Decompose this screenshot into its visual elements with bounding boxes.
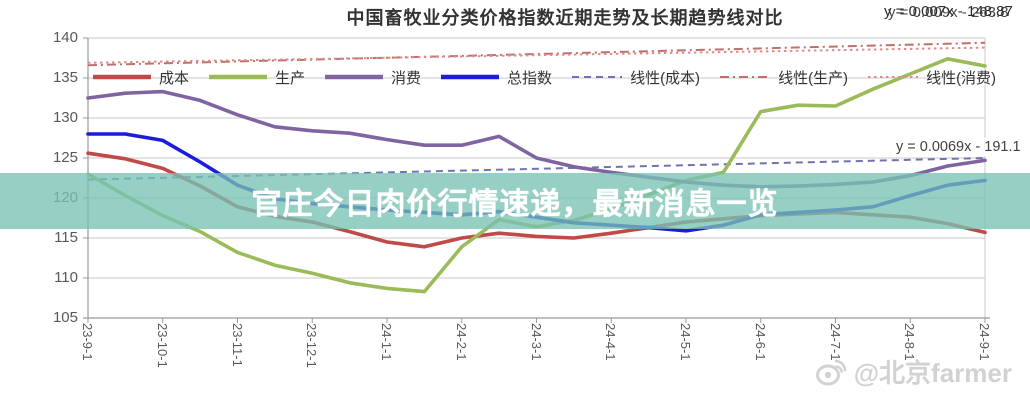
trend-equation-1: y = 0.007x - 148.87 [884,3,1013,20]
x-tick-label: 24-1-1 [379,323,394,361]
x-tick-label: 23-12-1 [304,323,320,368]
legend-line-sample [209,74,268,80]
x-tick-label: 24-5-1 [678,323,693,361]
legend-line-sample [93,74,151,80]
x-tick-label: 24-2-1 [453,323,469,361]
weibo-icon [815,359,847,385]
x-tick-label: 23-11-1 [229,323,245,367]
x-tick-label: 24-4-1 [603,323,619,361]
chart-legend: 成本 生产 消费 总指数 线性(成本) 线性(生产) 线性(消费) [92,64,996,90]
legend-item-成本: 成本 [92,67,189,88]
legend-item-生产: 生产 [208,67,305,88]
y-tick-label: 140 [52,29,78,46]
legend-label: 生产 [275,69,306,87]
legend-label: 成本 [159,69,190,87]
y-tick-label: 110 [54,269,78,286]
legend-line-sample [441,74,500,80]
trend-equation-cost: y = 0.0069x - 191.1 [893,138,1024,156]
x-tick-label: 23-10-1 [154,323,170,368]
y-tick-label: 135 [52,69,78,86]
x-tick-label: 24-3-1 [528,323,544,361]
x-tick-label: 23-9-1 [80,323,95,361]
legend-line-sample [720,76,771,78]
y-tick-label: 130 [52,109,78,126]
chart-title: 中国畜牧业分类价格指数近期走势及长期趋势线对比 [346,8,784,28]
watermark: @北京farmer [814,353,1012,390]
trend-equation-2: y = 0.009x - 263.8 [888,4,1009,21]
legend-item-线性(成本): 线性(成本) [571,67,700,88]
legend-item-总指数: 总指数 [440,67,552,88]
trend-equation-overlap: y = 0.007x - 148.87 y = 0.009x - 263.8 [884,3,1030,23]
legend-label: 线性(生产) [778,69,849,87]
x-tick-label: 24-6-1 [752,323,768,361]
y-tick-label: 125 [52,149,78,166]
headline-overlay-banner: 官庄今日肉价行情速递，最新消息一览 [0,173,1030,229]
legend-label: 消费 [391,69,422,87]
legend-item-消费: 消费 [324,67,421,88]
watermark-text: @北京farmer [853,358,1012,388]
legend-item-线性(消费): 线性(消费) [867,67,996,88]
legend-line-sample [868,76,919,78]
y-tick-label: 115 [54,229,78,246]
legend-label: 总指数 [507,69,553,87]
y-tick-label: 105 [52,309,78,326]
legend-line-sample [325,74,384,80]
legend-item-线性(生产): 线性(生产) [719,67,848,88]
legend-label: 线性(消费) [926,69,997,87]
legend-label: 线性(成本) [630,69,701,87]
headline-text: 官庄今日肉价行情速递，最新消息一览 [251,188,779,221]
legend-line-sample [572,76,623,78]
